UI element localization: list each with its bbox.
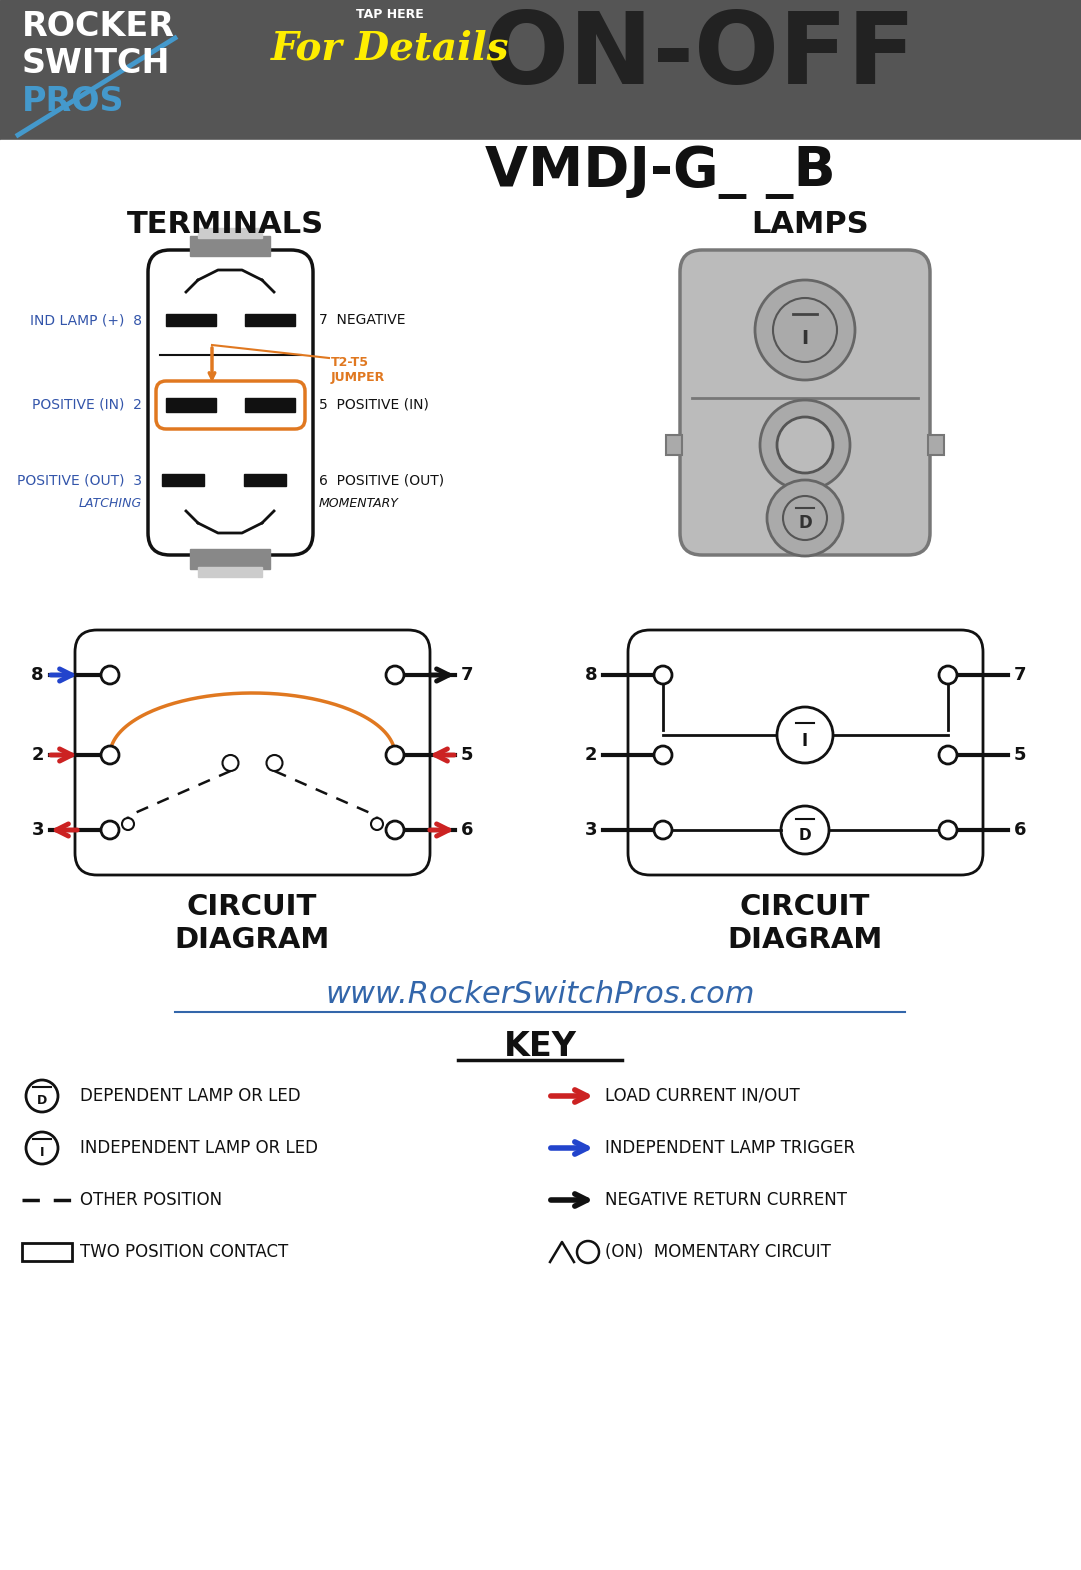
Text: LAMPS: LAMPS [751, 210, 869, 239]
FancyBboxPatch shape [148, 250, 313, 556]
Circle shape [783, 496, 827, 540]
Text: ON-OFF: ON-OFF [484, 8, 916, 105]
Text: I: I [40, 1146, 44, 1159]
Circle shape [777, 706, 833, 763]
Circle shape [101, 666, 119, 685]
Text: POSITIVE (OUT)  3: POSITIVE (OUT) 3 [17, 473, 142, 487]
Circle shape [654, 821, 672, 838]
FancyBboxPatch shape [156, 382, 305, 429]
Circle shape [267, 755, 282, 771]
Text: D: D [37, 1093, 48, 1107]
Circle shape [768, 480, 843, 556]
Text: VMDJ-G_ _B: VMDJ-G_ _B [484, 144, 836, 199]
Text: D: D [799, 829, 812, 843]
Text: PROS: PROS [22, 85, 124, 118]
Text: TAP HERE: TAP HERE [356, 8, 424, 20]
Circle shape [223, 755, 239, 771]
Text: 6: 6 [461, 821, 473, 838]
Bar [22, 1243, 72, 1261]
Circle shape [101, 821, 119, 838]
Text: I: I [801, 328, 809, 347]
Circle shape [780, 805, 829, 854]
Bar [666, 435, 682, 455]
FancyBboxPatch shape [680, 250, 930, 556]
Text: INDEPENDENT LAMP TRIGGER: INDEPENDENT LAMP TRIGGER [605, 1138, 855, 1157]
FancyBboxPatch shape [75, 630, 430, 874]
Circle shape [386, 666, 404, 685]
Circle shape [654, 666, 672, 685]
Text: 3: 3 [31, 821, 44, 838]
Bar [244, 474, 286, 487]
Circle shape [773, 298, 837, 363]
Text: 5: 5 [1014, 746, 1027, 765]
Text: ROCKER: ROCKER [22, 9, 175, 42]
Text: LATCHING: LATCHING [79, 498, 142, 510]
Circle shape [26, 1080, 58, 1112]
Circle shape [939, 666, 957, 685]
Bar [198, 228, 262, 239]
Text: 7: 7 [461, 666, 473, 685]
Text: 6: 6 [1014, 821, 1027, 838]
Circle shape [577, 1240, 599, 1262]
Circle shape [760, 400, 850, 490]
Text: For Details: For Details [270, 30, 509, 68]
Text: (ON)  MOMENTARY CIRCUIT: (ON) MOMENTARY CIRCUIT [605, 1243, 831, 1261]
Circle shape [654, 746, 672, 765]
Text: SWITCH: SWITCH [22, 47, 171, 80]
Circle shape [939, 821, 957, 838]
Text: LOAD CURRENT IN/OUT: LOAD CURRENT IN/OUT [605, 1086, 800, 1105]
Circle shape [371, 818, 383, 831]
Text: 6  POSITIVE (OUT): 6 POSITIVE (OUT) [319, 473, 444, 487]
Text: CIRCUIT
DIAGRAM: CIRCUIT DIAGRAM [174, 893, 330, 955]
Text: D: D [798, 513, 812, 532]
Circle shape [101, 746, 119, 765]
Text: I: I [802, 732, 809, 750]
Text: OTHER POSITION: OTHER POSITION [80, 1192, 222, 1209]
Circle shape [777, 418, 833, 473]
Text: 2: 2 [585, 746, 597, 765]
Bar [245, 314, 295, 327]
Text: 7  NEGATIVE: 7 NEGATIVE [319, 312, 405, 327]
Text: 7: 7 [1014, 666, 1027, 685]
Text: 5: 5 [461, 746, 473, 765]
Circle shape [26, 1132, 58, 1163]
Text: 3: 3 [585, 821, 597, 838]
Text: NEGATIVE RETURN CURRENT: NEGATIVE RETURN CURRENT [605, 1192, 848, 1209]
Text: MOMENTARY: MOMENTARY [319, 498, 399, 510]
Circle shape [386, 746, 404, 765]
Text: T2-T5
JUMPER: T2-T5 JUMPER [331, 356, 385, 385]
Bar [198, 567, 262, 578]
Bar [190, 236, 270, 256]
FancyBboxPatch shape [628, 630, 983, 874]
Bar [162, 474, 204, 487]
Circle shape [386, 821, 404, 838]
Bar [0, 140, 1081, 195]
Bar [190, 550, 270, 568]
Text: CIRCUIT
DIAGRAM: CIRCUIT DIAGRAM [728, 893, 883, 955]
Bar [245, 399, 295, 411]
Text: 2: 2 [31, 746, 44, 765]
Bar [0, 0, 1081, 140]
Circle shape [939, 746, 957, 765]
Circle shape [755, 279, 855, 380]
Bar [927, 435, 944, 455]
Text: KEY: KEY [504, 1030, 576, 1063]
Text: 8: 8 [585, 666, 597, 685]
Text: 5  POSITIVE (IN): 5 POSITIVE (IN) [319, 399, 429, 411]
Text: TWO POSITION CONTACT: TWO POSITION CONTACT [80, 1243, 289, 1261]
Text: DEPENDENT LAMP OR LED: DEPENDENT LAMP OR LED [80, 1086, 301, 1105]
Circle shape [122, 818, 134, 831]
Text: IND LAMP (+)  8: IND LAMP (+) 8 [30, 312, 142, 327]
Text: www.RockerSwitchPros.com: www.RockerSwitchPros.com [325, 980, 755, 1010]
Text: INDEPENDENT LAMP OR LED: INDEPENDENT LAMP OR LED [80, 1138, 318, 1157]
Text: POSITIVE (IN)  2: POSITIVE (IN) 2 [32, 399, 142, 411]
Bar [166, 399, 216, 411]
Bar [166, 314, 216, 327]
Text: TERMINALS: TERMINALS [126, 210, 323, 239]
Text: 8: 8 [31, 666, 44, 685]
